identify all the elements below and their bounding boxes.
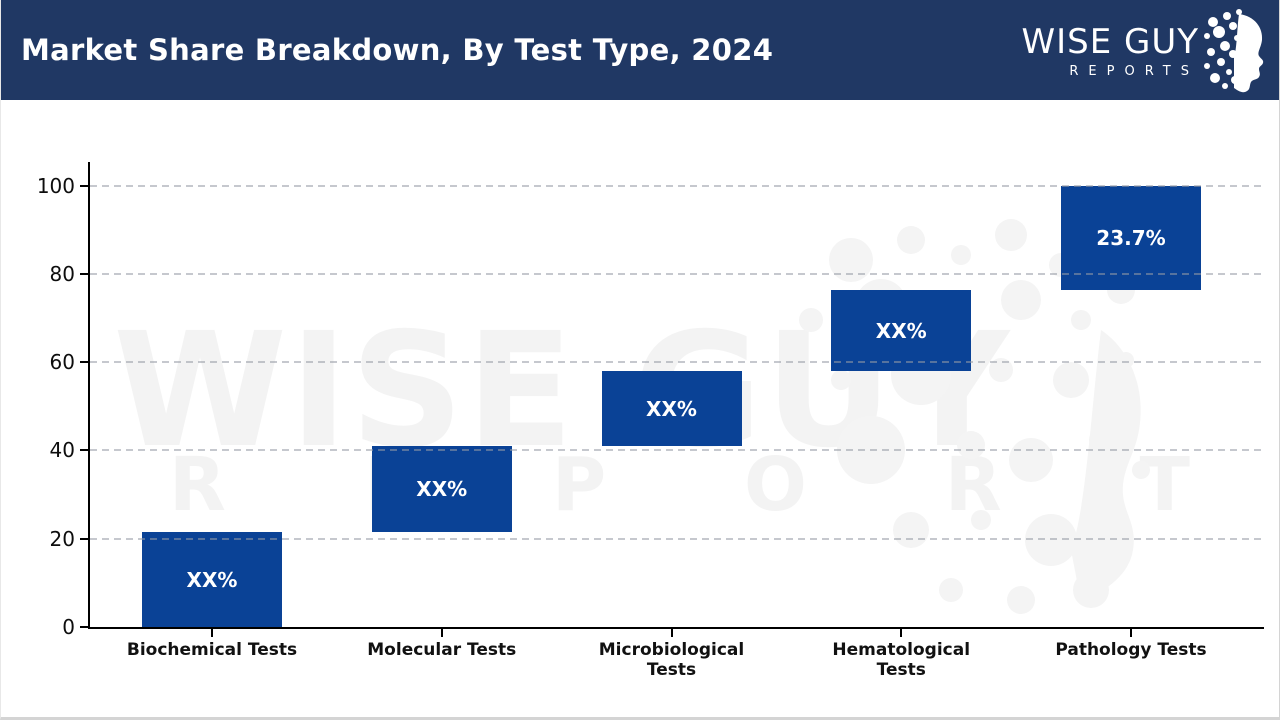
x-tick-label-0: Biochemical Tests <box>126 640 298 660</box>
y-tick-mark-40 <box>80 449 88 452</box>
gridline-60 <box>90 361 1263 364</box>
y-tick-mark-100 <box>80 184 88 187</box>
brand-name: WISE GUY <box>1021 22 1199 62</box>
y-tick-label-60: 60 <box>49 350 75 375</box>
brand-logo: WISE GUY REPORTS <box>1017 6 1267 96</box>
bar-biochemical-tests: XX% <box>142 532 282 627</box>
x-tick-mark-3 <box>900 629 903 637</box>
bar-pathology-tests: 23.7% <box>1061 185 1201 291</box>
x-tick-mark-0 <box>211 629 213 637</box>
y-tick-mark-0 <box>80 626 88 628</box>
brand-subname: REPORTS <box>1069 64 1199 79</box>
header-bar: Market Share Breakdown, By Test Type, 20… <box>1 0 1279 100</box>
y-tick-label-0: 0 <box>62 615 75 639</box>
watermark-face-dots <box>799 219 1150 614</box>
bar-value-label: XX% <box>875 318 927 343</box>
x-tick-mark-2 <box>670 629 673 637</box>
bar-molecular-tests: XX% <box>371 446 512 533</box>
gridline-80 <box>90 272 1263 275</box>
y-tick-label-40: 40 <box>49 438 75 463</box>
logo-face-icon <box>1204 9 1264 93</box>
x-axis-line <box>88 627 1264 629</box>
gridline-20 <box>90 537 1263 540</box>
chart-plot-area: WISE GUY R E P O R T S XX%XX%XX%X <box>1 100 1279 717</box>
x-tick-mark-4 <box>1130 629 1132 637</box>
gridline-100 <box>90 184 1263 187</box>
bar-hematological-tests: XX% <box>831 290 972 371</box>
bar-value-label: 23.7% <box>1096 225 1166 250</box>
y-axis-line <box>88 162 90 629</box>
page-title: Market Share Breakdown, By Test Type, 20… <box>21 33 774 67</box>
y-tick-mark-20 <box>80 537 88 540</box>
y-tick-label-80: 80 <box>49 261 75 286</box>
x-tick-mark-1 <box>440 629 443 637</box>
bar-value-label: XX% <box>416 477 468 502</box>
x-tick-label-3: Hematological Tests <box>832 640 971 681</box>
bar-value-label: XX% <box>646 396 697 421</box>
bar-value-label: XX% <box>186 567 238 592</box>
x-tick-label-4: Pathology Tests <box>1055 640 1207 660</box>
x-tick-label-1: Molecular Tests <box>367 640 517 660</box>
bar-microbiological-tests: XX% <box>601 370 742 447</box>
brand-logo-text: WISE GUY REPORTS <box>1021 22 1199 79</box>
y-tick-mark-60 <box>80 361 88 364</box>
y-tick-label-100: 100 <box>36 173 75 198</box>
x-tick-label-2: Microbiological Tests <box>598 640 745 681</box>
y-tick-label-20: 20 <box>49 526 75 551</box>
y-tick-mark-80 <box>80 272 88 275</box>
gridline-40 <box>90 449 1263 452</box>
